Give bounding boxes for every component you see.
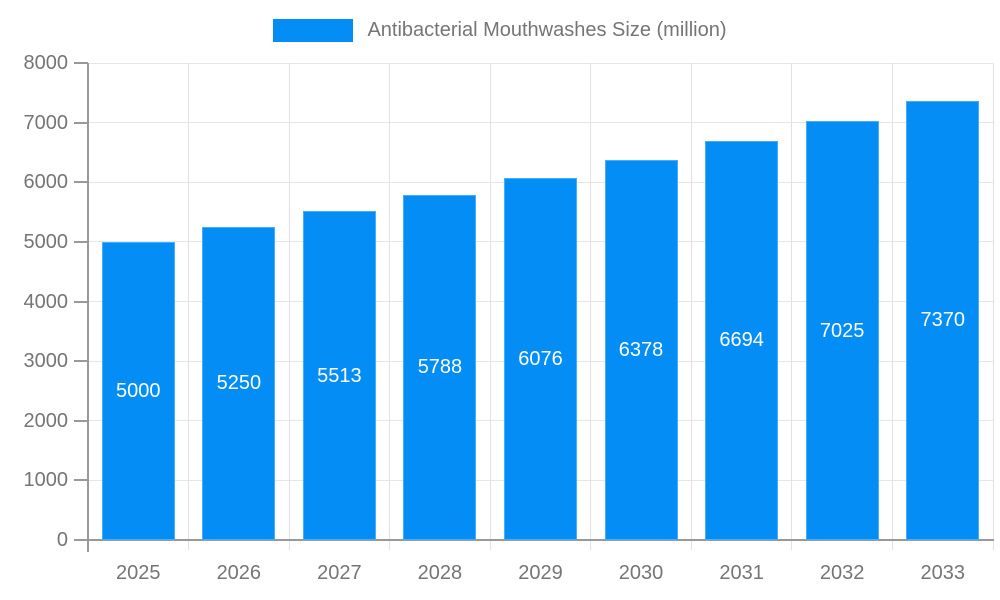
y-axis-label: 1000 [23, 469, 69, 492]
bar-value-label: 7370 [920, 309, 965, 332]
gridline-vertical [791, 63, 793, 550]
bar-2030[interactable]: 6378 [604, 159, 678, 540]
gridline-vertical [690, 63, 692, 550]
x-axis-label: 2025 [116, 562, 161, 584]
legend-item[interactable]: Antibacterial Mouthwashes Size (million) [0, 19, 1000, 42]
y-axis-tick [74, 300, 88, 303]
y-axis-tick [74, 539, 88, 541]
gridline-vertical [389, 63, 391, 550]
x-axis-label: 2028 [417, 562, 463, 584]
gridline-vertical [891, 63, 893, 550]
x-axis-label: 2031 [719, 562, 764, 584]
legend-swatch [273, 19, 354, 42]
x-axis-label: 2027 [317, 562, 362, 584]
x-axis-label: 2033 [920, 562, 965, 584]
bar-value-label: 5000 [116, 379, 161, 402]
bar-2027[interactable]: 5513 [302, 211, 376, 540]
y-axis-label: 4000 [23, 290, 69, 313]
y-axis-tick [74, 62, 88, 64]
bar-2033[interactable]: 7370 [906, 100, 980, 540]
bar-2028[interactable]: 5788 [403, 194, 477, 540]
x-axis-label: 2032 [819, 562, 865, 584]
gridline-vertical [992, 63, 994, 550]
gridline-vertical [188, 63, 190, 550]
x-axis-line [87, 539, 994, 541]
y-axis-label: 5000 [23, 230, 69, 253]
y-axis-tick [74, 121, 88, 124]
gridline-vertical [288, 63, 290, 550]
bar-value-label: 7025 [819, 319, 865, 342]
y-axis-label: 2000 [23, 409, 69, 432]
y-axis-tick [74, 360, 88, 363]
bar-2032[interactable]: 7025 [805, 121, 879, 540]
bar-value-label: 5513 [317, 364, 362, 387]
bar-value-label: 6076 [518, 347, 563, 370]
bar-2025[interactable]: 5000 [101, 241, 175, 540]
legend-label: Antibacterial Mouthwashes Size (million) [367, 19, 727, 41]
x-axis-label: 2029 [518, 562, 563, 584]
x-axis-label: 2026 [216, 562, 262, 584]
bar-2031[interactable]: 6694 [705, 140, 779, 540]
y-axis-tick [74, 240, 88, 243]
y-axis-label: 8000 [23, 52, 69, 74]
y-axis-label: 7000 [23, 111, 69, 134]
x-axis-label: 2030 [618, 562, 664, 584]
y-axis-label: 6000 [23, 171, 69, 194]
gridline-vertical [590, 63, 592, 550]
bar-value-label: 5788 [417, 356, 463, 379]
bar-2029[interactable]: 6076 [504, 177, 577, 540]
y-axis-label: 3000 [23, 350, 69, 373]
y-axis-tick [74, 181, 88, 184]
bar-value-label: 6378 [618, 338, 664, 361]
y-axis-tick [74, 419, 88, 422]
gridline-horizontal [88, 62, 993, 64]
gridline-vertical [489, 63, 491, 550]
y-axis-tick [74, 479, 88, 482]
gridline-horizontal [88, 122, 993, 124]
bar-2026[interactable]: 5250 [202, 226, 276, 540]
bar-value-label: 5250 [216, 372, 262, 395]
y-axis-label: 0 [56, 529, 68, 551]
bar-value-label: 6694 [719, 329, 764, 352]
y-axis-line [87, 63, 89, 552]
